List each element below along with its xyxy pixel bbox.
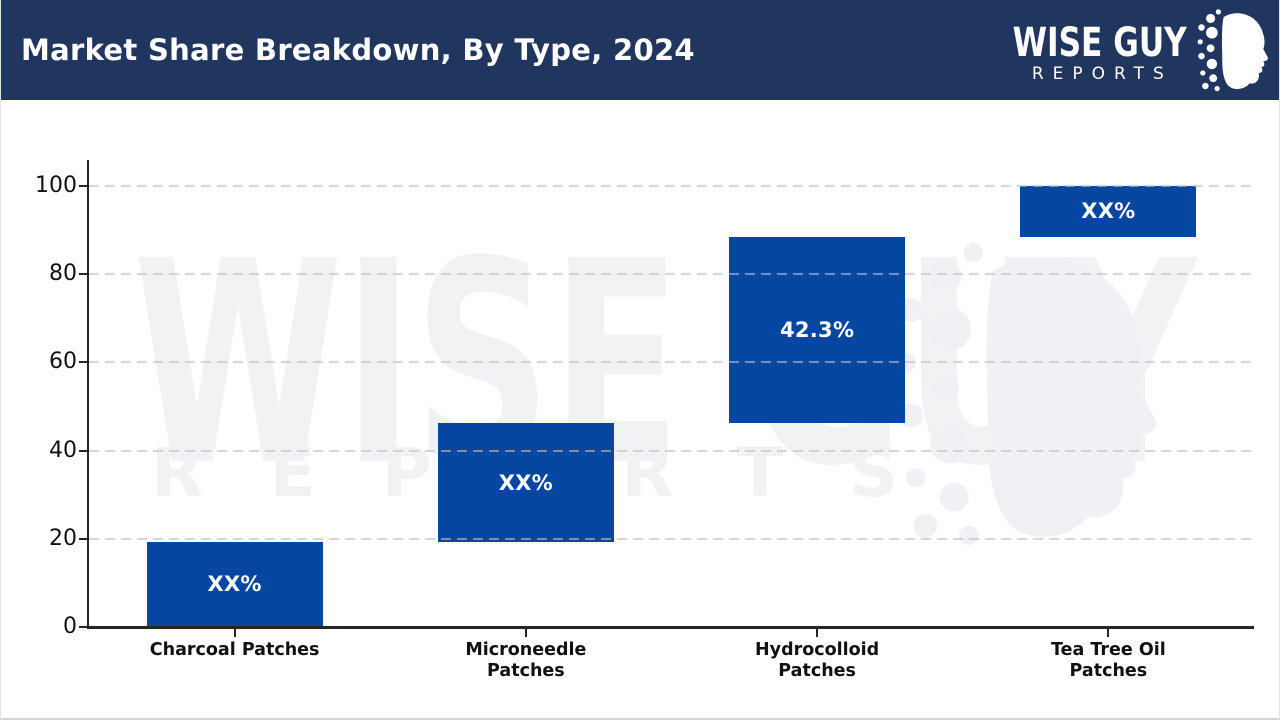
brand-logo-text: WISE GUY REPORTS bbox=[988, 22, 1211, 84]
header-bar: Market Share Breakdown, By Type, 2024 WI… bbox=[1, 0, 1279, 100]
y-axis-tick-label: 100 bbox=[35, 173, 77, 198]
y-axis-line bbox=[87, 160, 89, 629]
x-axis-category-line: Hydrocolloid bbox=[755, 640, 880, 660]
watermark-face-icon bbox=[881, 238, 1181, 574]
brand-logo-line1: WISE GUY bbox=[1012, 19, 1187, 66]
y-axis-tick-mark bbox=[79, 626, 88, 628]
y-axis-tick-label: 40 bbox=[49, 437, 77, 463]
brand-logo: WISE GUY REPORTS bbox=[988, 6, 1273, 99]
bar-segment: 42.3% bbox=[729, 236, 906, 424]
y-axis-tick-label: 20 bbox=[49, 525, 77, 551]
x-axis-category-label: Hydrocolloid Patches bbox=[702, 640, 932, 682]
x-axis-line bbox=[87, 626, 1254, 629]
bar-value-label: XX% bbox=[498, 470, 554, 495]
x-axis-category-line: Microneedle bbox=[465, 640, 587, 660]
y-axis-tick-mark bbox=[79, 185, 88, 187]
gridline bbox=[89, 361, 1254, 364]
y-axis-tick-label: 0 bbox=[63, 614, 77, 639]
gridline bbox=[89, 185, 1254, 187]
gridline bbox=[89, 449, 1254, 452]
gridline bbox=[89, 273, 1254, 276]
x-axis-category-line: Charcoal Patches bbox=[149, 640, 320, 660]
bar-value-label: XX% bbox=[1081, 199, 1136, 224]
gridline bbox=[89, 537, 1254, 540]
x-axis-category-line: Patches bbox=[778, 661, 856, 681]
x-axis-tick-mark bbox=[816, 629, 819, 637]
x-axis-category-line: Tea Tree Oil bbox=[1051, 640, 1166, 660]
y-axis-tick-label: 80 bbox=[49, 261, 77, 287]
x-axis-tick-mark bbox=[1107, 629, 1110, 637]
y-axis-tick-mark bbox=[79, 273, 88, 276]
brand-logo-face-icon bbox=[1195, 8, 1273, 99]
page-title: Market Share Breakdown, By Type, 2024 bbox=[21, 33, 695, 67]
bar-segment: XX% bbox=[437, 423, 614, 542]
x-axis-category-line: Patches bbox=[487, 661, 565, 681]
bar-segment: XX% bbox=[1020, 186, 1197, 237]
x-axis-tick-mark bbox=[233, 629, 236, 637]
x-axis-category-line: Patches bbox=[1069, 661, 1148, 681]
bar-value-label: XX% bbox=[207, 572, 262, 597]
y-axis-tick-mark bbox=[79, 537, 88, 540]
bar-value-label: 42.3% bbox=[779, 317, 855, 342]
y-axis-tick-mark bbox=[79, 361, 88, 364]
x-axis-tick-mark bbox=[524, 629, 527, 637]
x-axis-category-label: Tea Tree Oil Patches bbox=[993, 640, 1223, 682]
x-axis-category-label: Microneedle Patches bbox=[411, 640, 641, 682]
y-axis-tick-mark bbox=[79, 449, 88, 452]
x-axis-category-label: Charcoal Patches bbox=[120, 640, 350, 661]
y-axis-tick-label: 60 bbox=[49, 349, 77, 375]
brand-logo-line2: REPORTS bbox=[1031, 63, 1173, 84]
bar-segment: XX% bbox=[146, 541, 323, 627]
